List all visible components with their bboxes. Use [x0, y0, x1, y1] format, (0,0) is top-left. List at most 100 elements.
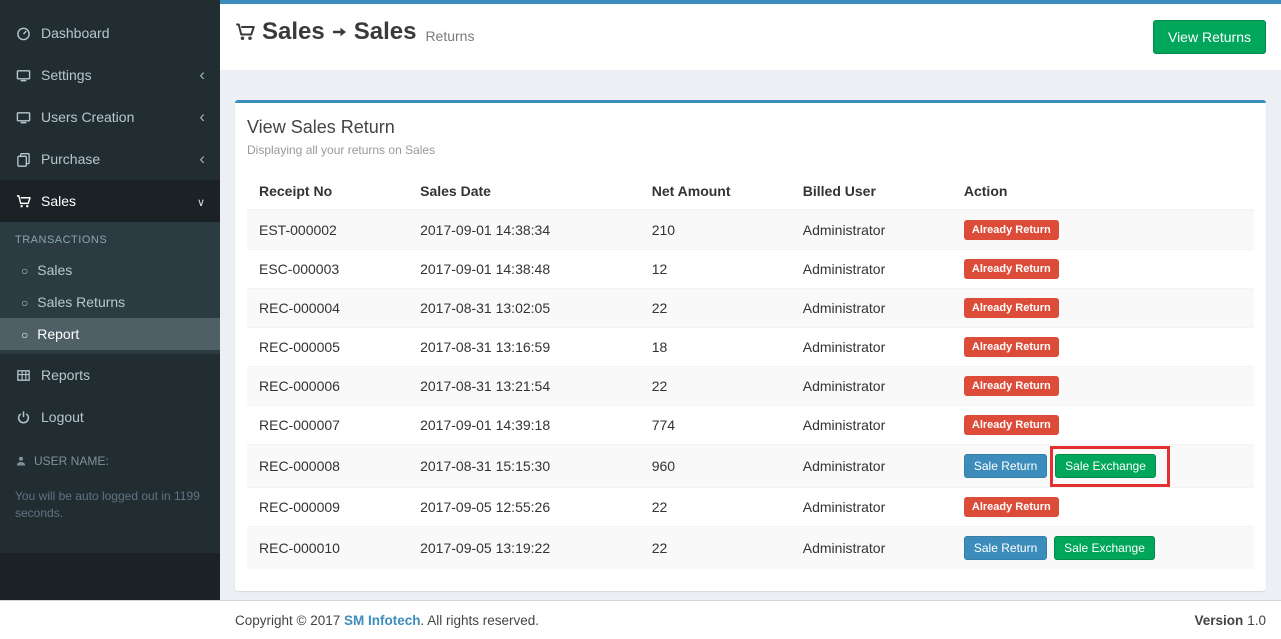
arrow-right-icon [332, 25, 347, 39]
sale-return-button[interactable]: Sale Return [963, 536, 1048, 560]
desktop-icon [15, 67, 31, 83]
sidebar-item-purchase[interactable]: Purchase [0, 138, 220, 180]
sidebar: Dashboard Settings Users Creation [0, 0, 220, 600]
receipt-cell: EST-000002 [247, 209, 409, 250]
sidebar-bottom-block [0, 553, 220, 600]
sidebar-item-label: Reports [41, 367, 91, 383]
col-receipt-no: Receipt No [247, 173, 409, 211]
view-returns-button[interactable]: View Returns [1152, 20, 1266, 54]
sidebar-item-label: Logout [41, 409, 84, 425]
table-row: REC-000005 2017-08-31 13:16:59 18 Admini… [247, 327, 1254, 367]
receipt-cell: REC-000010 [247, 526, 409, 569]
sidebar-item-label: Dashboard [41, 25, 110, 41]
table-row: REC-000008 2017-08-31 15:15:30 960 Admin… [247, 444, 1254, 488]
user-panel: USER NAME: [0, 438, 220, 474]
amount-cell: 18 [639, 327, 791, 367]
col-sales-date: Sales Date [408, 173, 640, 211]
action-cell: Sale Return Sale Exchange [951, 444, 1254, 488]
date-cell: 2017-09-01 14:38:34 [408, 209, 640, 250]
sidebar-item-logout[interactable]: Logout [0, 396, 220, 438]
action-cell: Already Return [951, 487, 1254, 527]
main-content: Sales Sales Returns View Returns View Sa… [220, 0, 1281, 600]
sidebar-item-settings[interactable]: Settings [0, 54, 220, 96]
amount-cell: 774 [639, 405, 791, 445]
receipt-cell: REC-000007 [247, 405, 409, 445]
sidebar-item-reports[interactable]: Reports [0, 354, 220, 396]
user-cell: Administrator [790, 526, 952, 569]
already-return-badge: Already Return [963, 497, 1059, 517]
already-return-badge: Already Return [963, 259, 1059, 279]
page-title-primary: Sales [262, 18, 325, 45]
table-row: REC-000007 2017-09-01 14:39:18 774 Admin… [247, 405, 1254, 445]
sale-exchange-button[interactable]: Sale Exchange [1055, 454, 1156, 478]
submenu-item-label: Report [37, 326, 80, 342]
content-area: View Sales Return Displaying all your re… [220, 70, 1281, 600]
action-cell: Already Return [951, 327, 1254, 367]
chevron-left-icon [199, 68, 205, 82]
panel-subtitle: Displaying all your returns on Sales [247, 143, 436, 157]
col-action: Action [951, 173, 1254, 211]
page-title-small: Returns [425, 28, 475, 44]
receipt-cell: REC-000006 [247, 366, 409, 406]
amount-cell: 210 [639, 209, 791, 250]
submenu-item-sales-returns[interactable]: Sales Returns [0, 286, 220, 318]
sidebar-item-users-creation[interactable]: Users Creation [0, 96, 220, 138]
submenu-section-title: TRANSACTIONS [15, 234, 108, 246]
table-row: ESC-000003 2017-09-01 14:38:48 12 Admini… [247, 249, 1254, 289]
date-cell: 2017-08-31 13:16:59 [408, 327, 640, 367]
date-cell: 2017-09-01 14:38:48 [408, 249, 640, 289]
col-billed-user: Billed User [790, 173, 952, 211]
sidebar-item-dashboard[interactable]: Dashboard [0, 12, 220, 54]
action-cell: Already Return [951, 405, 1254, 445]
table-icon [15, 367, 31, 383]
top-accent-bar [220, 0, 1281, 4]
user-cell: Administrator [790, 209, 952, 250]
panel-title: View Sales Return [247, 117, 395, 137]
user-cell: Administrator [790, 487, 952, 527]
receipt-cell: REC-000005 [247, 327, 409, 367]
version-text: Version 1.0 [1194, 613, 1266, 628]
submenu-item-sales[interactable]: Sales [0, 254, 220, 286]
sales-return-panel: View Sales Return Displaying all your re… [235, 100, 1266, 591]
user-icon [15, 455, 27, 467]
submenu-item-label: Sales Returns [37, 294, 126, 310]
table-row: REC-000004 2017-08-31 13:02:05 22 Admini… [247, 288, 1254, 328]
table-row: EST-000002 2017-09-01 14:38:34 210 Admin… [247, 209, 1254, 250]
amount-cell: 22 [639, 487, 791, 527]
user-cell: Administrator [790, 366, 952, 406]
receipt-cell: REC-000008 [247, 444, 409, 488]
version-value: 1.0 [1247, 612, 1266, 628]
action-cell: Already Return [951, 288, 1254, 328]
sale-exchange-button[interactable]: Sale Exchange [1054, 536, 1155, 560]
app-shell: Dashboard Settings Users Creation [0, 0, 1281, 600]
already-return-badge: Already Return [963, 376, 1059, 396]
sale-return-button[interactable]: Sale Return [963, 454, 1048, 478]
receipt-cell: REC-000009 [247, 487, 409, 527]
date-cell: 2017-08-31 13:21:54 [408, 366, 640, 406]
user-cell: Administrator [790, 288, 952, 328]
circle-icon [21, 262, 28, 278]
already-return-badge: Already Return [963, 220, 1059, 240]
sales-submenu: TRANSACTIONS Sales Sales Returns Report [0, 222, 220, 354]
sidebar-item-label: Purchase [41, 151, 101, 167]
sidebar-item-sales[interactable]: Sales [0, 180, 220, 222]
receipt-cell: ESC-000003 [247, 249, 409, 289]
circle-icon [21, 294, 28, 310]
sidebar-item-label: Settings [41, 67, 92, 83]
table-row: REC-000010 2017-09-05 13:19:22 22 Admini… [247, 526, 1254, 569]
chevron-down-icon [197, 194, 205, 209]
circle-icon [21, 326, 28, 342]
table-row: REC-000009 2017-09-05 12:55:26 22 Admini… [247, 487, 1254, 527]
receipt-cell: REC-000004 [247, 288, 409, 328]
company-link[interactable]: SM Infotech [344, 612, 421, 628]
amount-cell: 22 [639, 366, 791, 406]
sidebar-item-label: Sales [41, 193, 77, 209]
date-cell: 2017-08-31 15:15:30 [408, 444, 640, 488]
cart-icon [15, 193, 31, 209]
desktop-icon [15, 109, 31, 125]
cart-icon [235, 22, 255, 42]
user-cell: Administrator [790, 249, 952, 289]
user-cell: Administrator [790, 405, 952, 445]
sales-returns-table: Receipt No Sales Date Net Amount Billed … [247, 173, 1254, 569]
submenu-item-report[interactable]: Report [0, 318, 220, 350]
